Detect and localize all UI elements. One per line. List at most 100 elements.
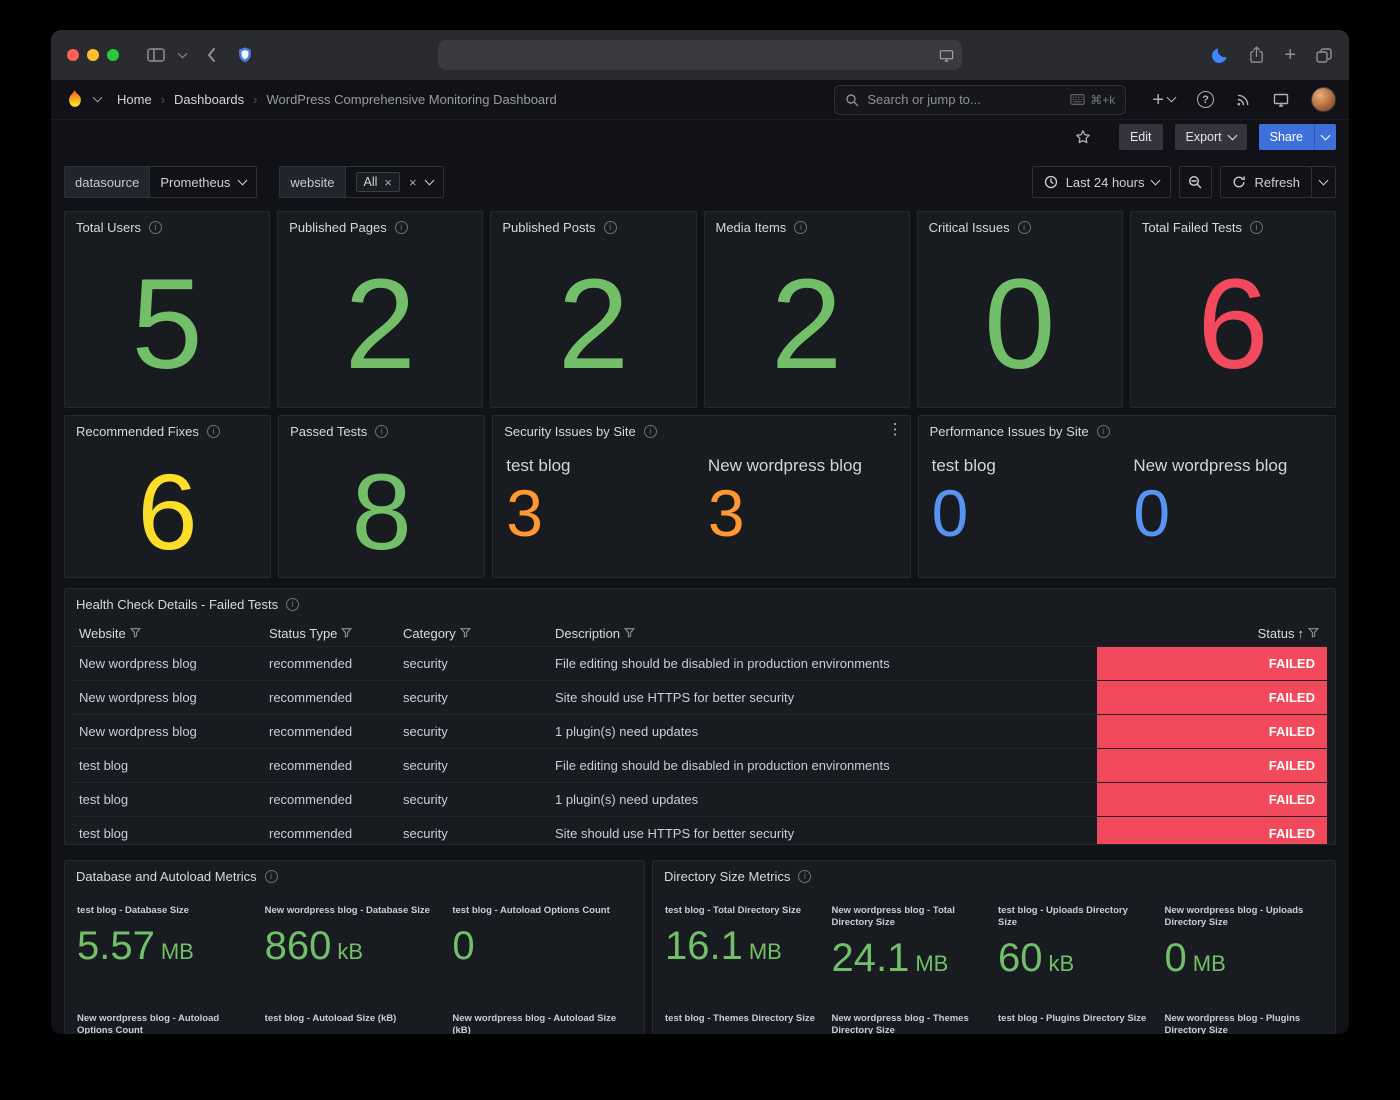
metric-stat: test blog - Total Directory Size 16.1 MB (665, 905, 824, 1005)
breadcrumb-home[interactable]: Home (117, 92, 152, 107)
clear-selection-icon[interactable]: × (409, 174, 417, 190)
column-header-status[interactable]: Status ↑ (1097, 621, 1327, 647)
close-window-button[interactable] (67, 49, 79, 61)
refresh-button[interactable]: Refresh (1220, 166, 1312, 198)
privacy-mode-icon[interactable] (1211, 46, 1229, 64)
fullscreen-window-button[interactable] (107, 49, 119, 61)
shield-extension-icon[interactable] (236, 45, 254, 65)
panel-title[interactable]: Media Items (715, 219, 787, 235)
substat-label: New wordpress blog (1133, 456, 1288, 475)
substat-label: New wordpress blog (707, 456, 862, 475)
filter-icon[interactable] (1307, 627, 1320, 638)
panel-total-users: Total Users i 5 (64, 211, 271, 408)
breadcrumb-dashboards[interactable]: Dashboards (174, 92, 245, 107)
metrics-row: Database and Autoload Metrics i test blo… (64, 860, 1336, 1034)
info-icon[interactable]: i (286, 597, 300, 611)
grafana-logo[interactable] (64, 89, 86, 111)
panel-title[interactable]: Health Check Details - Failed Tests (76, 596, 279, 612)
panel-title[interactable]: Total Users (76, 219, 142, 235)
minimize-window-button[interactable] (87, 49, 99, 61)
page-settings-icon[interactable] (939, 48, 954, 63)
metric-label: New wordpress blog - Total Directory Siz… (831, 905, 955, 928)
user-avatar[interactable] (1311, 87, 1336, 112)
panel-title[interactable]: Directory Size Metrics (664, 868, 791, 884)
tab-overview-icon[interactable] (1316, 47, 1333, 63)
info-icon[interactable]: i (206, 424, 220, 438)
info-icon[interactable]: i (1250, 220, 1264, 234)
mega-menu-chevron-icon[interactable] (92, 92, 103, 103)
favorite-star-icon[interactable] (1075, 129, 1091, 145)
info-icon[interactable]: i (149, 220, 163, 234)
chevron-down-icon (424, 175, 435, 185)
panel-title[interactable]: Database and Autoload Metrics (76, 868, 257, 884)
website-tag-chip[interactable]: All × (355, 172, 400, 192)
help-icon[interactable]: ? (1197, 91, 1214, 108)
filter-icon[interactable] (129, 627, 141, 638)
filter-icon[interactable] (341, 627, 353, 638)
breadcrumb-separator: › (160, 92, 166, 107)
address-bar[interactable] (438, 40, 962, 70)
edit-button[interactable]: Edit (1118, 124, 1163, 150)
panel-menu-icon[interactable]: ⋮ (887, 421, 903, 438)
time-range-picker[interactable]: Last 24 hours (1031, 166, 1172, 198)
add-new-button[interactable]: + (1152, 90, 1177, 110)
address-bar-input[interactable] (446, 47, 939, 63)
column-header-description[interactable]: Description (547, 621, 1097, 647)
export-button[interactable]: Export (1174, 124, 1247, 150)
panel-title[interactable]: Published Pages (289, 219, 387, 235)
info-icon[interactable]: i (1096, 424, 1110, 438)
window-controls (67, 49, 119, 61)
panel-title[interactable]: Published Posts (502, 219, 596, 235)
metric-label: test blog - Database Size (77, 905, 189, 916)
info-icon[interactable]: i (794, 220, 808, 234)
sidebar-chevron-icon[interactable] (177, 48, 188, 58)
new-tab-icon[interactable]: + (1284, 44, 1296, 66)
panel-title[interactable]: Performance Issues by Site (929, 423, 1089, 439)
metric-value: 5.57 MB (77, 923, 194, 968)
substat-value: 3 (707, 476, 745, 550)
website-variable: website All × × (279, 166, 444, 198)
info-icon[interactable]: i (394, 220, 408, 234)
metric-stat: New wordpress blog - Plugins Directory S… (1165, 1013, 1324, 1034)
search-input[interactable]: Search or jump to... ⌘+k (834, 84, 1127, 115)
website-select[interactable]: All × × (344, 166, 444, 198)
panel-title[interactable]: Security Issues by Site (504, 423, 636, 439)
news-icon[interactable] (1236, 92, 1251, 107)
info-icon[interactable]: i (375, 424, 389, 438)
datasource-select[interactable]: Prometheus (149, 166, 258, 198)
zoom-out-time-button[interactable] (1179, 166, 1213, 198)
panel-published-pages: Published Pages i 2 (277, 211, 484, 408)
metric-stat: New wordpress blog - Autoload Options Co… (77, 1013, 257, 1034)
sidebar-toggle-icon[interactable] (147, 48, 165, 62)
info-icon[interactable]: i (643, 424, 657, 438)
refresh-interval-chevron[interactable] (1312, 166, 1336, 198)
share-chevron-button[interactable] (1314, 124, 1336, 150)
share-page-icon[interactable] (1249, 46, 1264, 64)
metric-stat: New wordpress blog - Database Size 860 kB (265, 905, 445, 1005)
panel-title[interactable]: Critical Issues (928, 219, 1010, 235)
panel-title[interactable]: Total Failed Tests (1141, 219, 1243, 235)
filter-icon[interactable] (459, 627, 471, 638)
monitor-icon[interactable] (1273, 92, 1289, 108)
back-icon[interactable] (206, 47, 216, 63)
info-icon[interactable]: i (264, 869, 278, 883)
panel-database-autoload-metrics: Database and Autoload Metrics i test blo… (64, 860, 645, 1034)
share-button[interactable]: Share (1258, 124, 1314, 150)
status-badge: FAILED (1097, 680, 1327, 715)
panel-title[interactable]: Passed Tests (290, 423, 368, 439)
metric-label: New wordpress blog - Autoload Options Co… (77, 1013, 220, 1034)
chevron-down-icon (237, 175, 248, 185)
column-header-status-type[interactable]: Status Type (261, 621, 395, 647)
panel-title[interactable]: Recommended Fixes (76, 423, 199, 439)
table-row: test blog recommended security 1 plugin(… (71, 782, 1327, 817)
breadcrumb: Home › Dashboards › WordPress Comprehens… (117, 92, 557, 107)
remove-tag-icon[interactable]: × (384, 174, 392, 190)
info-icon[interactable]: i (603, 220, 617, 234)
filter-icon[interactable] (623, 627, 636, 638)
info-icon[interactable]: i (798, 869, 812, 883)
metric-label: New wordpress blog - Autoload Size (kB) (452, 1013, 617, 1034)
sort-ascending-icon[interactable]: ↑ (1297, 626, 1305, 641)
column-header-category[interactable]: Category (395, 621, 547, 647)
column-header-website[interactable]: Website (71, 621, 261, 647)
info-icon[interactable]: i (1017, 220, 1031, 234)
